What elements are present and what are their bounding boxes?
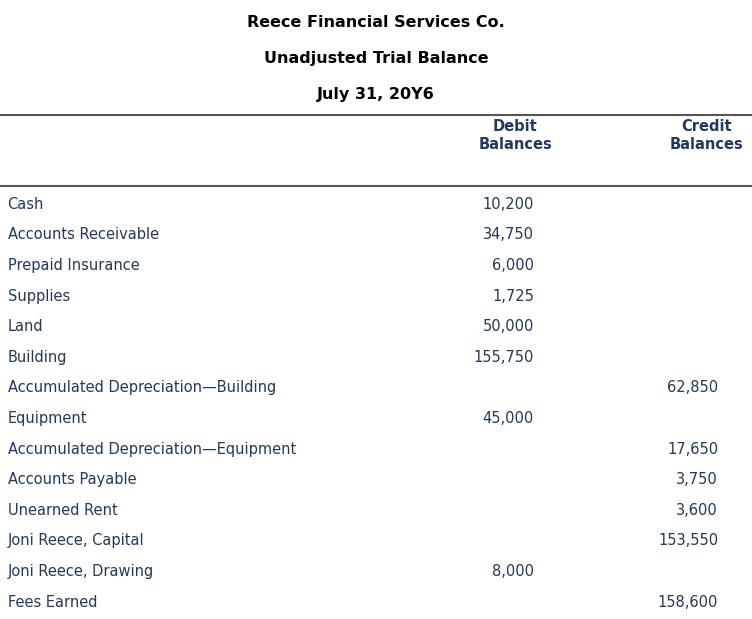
Text: Equipment: Equipment [8, 411, 87, 426]
Text: Fees Earned: Fees Earned [8, 595, 97, 610]
Text: July 31, 20Y6: July 31, 20Y6 [317, 87, 435, 102]
Text: 10,200: 10,200 [483, 197, 534, 212]
Text: 8,000: 8,000 [492, 564, 534, 579]
Text: Unearned Rent: Unearned Rent [8, 503, 117, 518]
Text: Accounts Payable: Accounts Payable [8, 472, 136, 487]
Text: Accumulated Depreciation—Building: Accumulated Depreciation—Building [8, 381, 276, 396]
Text: 6,000: 6,000 [492, 258, 534, 273]
Text: Reece Financial Services Co.: Reece Financial Services Co. [247, 15, 505, 30]
Text: Prepaid Insurance: Prepaid Insurance [8, 258, 139, 273]
Text: 1,725: 1,725 [492, 288, 534, 304]
Text: Accounts Receivable: Accounts Receivable [8, 227, 159, 243]
Text: Credit
Balances: Credit Balances [670, 119, 744, 152]
Text: Accumulated Depreciation—Equipment: Accumulated Depreciation—Equipment [8, 441, 296, 457]
Text: Unadjusted Trial Balance: Unadjusted Trial Balance [264, 51, 488, 66]
Text: Debit
Balances: Debit Balances [478, 119, 552, 152]
Text: Joni Reece, Capital: Joni Reece, Capital [8, 534, 144, 548]
Text: 45,000: 45,000 [483, 411, 534, 426]
Text: Cash: Cash [8, 197, 44, 212]
Text: 34,750: 34,750 [483, 227, 534, 243]
Text: Joni Reece, Drawing: Joni Reece, Drawing [8, 564, 153, 579]
Text: 17,650: 17,650 [667, 441, 718, 457]
Text: 62,850: 62,850 [667, 381, 718, 396]
Text: 153,550: 153,550 [658, 534, 718, 548]
Text: Supplies: Supplies [8, 288, 70, 304]
Text: 155,750: 155,750 [474, 350, 534, 365]
Text: 50,000: 50,000 [483, 319, 534, 334]
Text: 3,750: 3,750 [676, 472, 718, 487]
Text: Land: Land [8, 319, 43, 334]
Text: 158,600: 158,600 [658, 595, 718, 610]
Text: 3,600: 3,600 [676, 503, 718, 518]
Text: Building: Building [8, 350, 67, 365]
